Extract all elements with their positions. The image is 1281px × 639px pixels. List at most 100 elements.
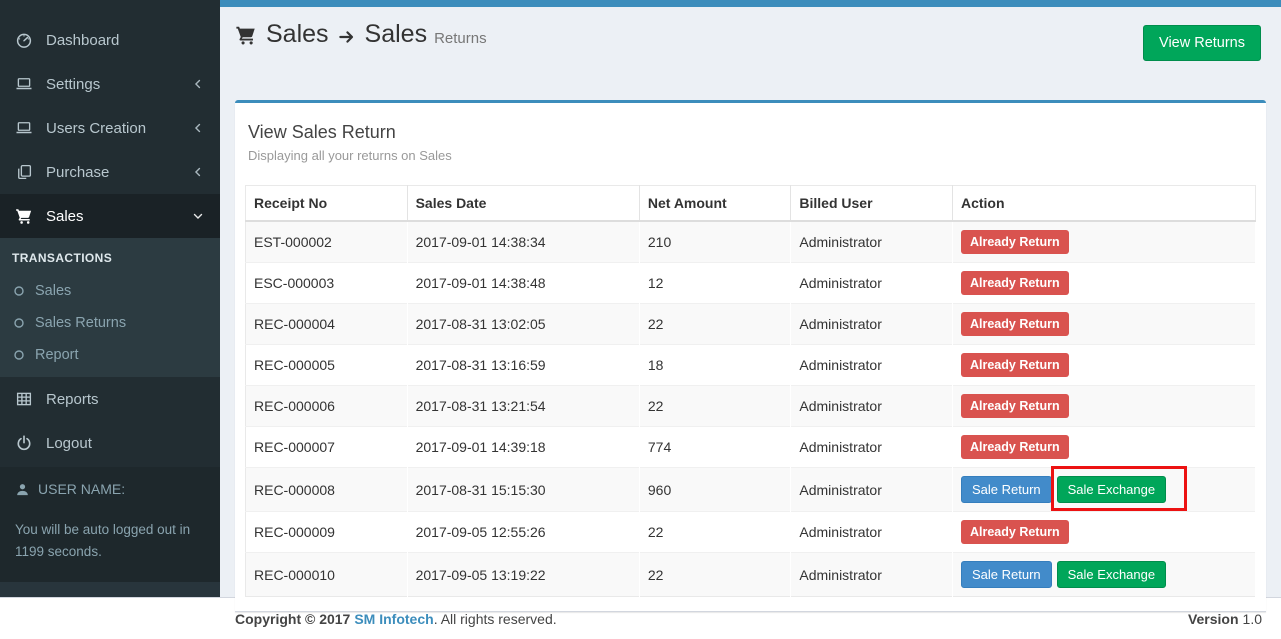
content-header: Sales Sales Returns View Returns xyxy=(220,7,1281,100)
table-row: REC-000008 2017-08-31 15:15:30 960 Administ… xyxy=(245,466,1257,512)
view-returns-button[interactable]: View Returns xyxy=(1143,25,1261,61)
copyright-suffix: . All rights reserved. xyxy=(433,610,557,627)
billed-user-cell: Administrator xyxy=(790,511,953,553)
sidebar-item-sales[interactable]: Sales xyxy=(0,194,220,238)
sidebar-filler xyxy=(0,581,220,597)
breadcrumb-current: Sales xyxy=(364,20,428,48)
sales-date-cell: 2017-08-31 13:02:05 xyxy=(407,303,640,345)
company-link[interactable]: SM Infotech xyxy=(354,610,434,627)
box-header: View Sales Return Displaying all your re… xyxy=(245,113,1256,163)
sidebar-menu: Dashboard Settings xyxy=(0,0,220,465)
main-content: Sales Sales Returns View Returns View Sa… xyxy=(220,0,1281,612)
sales-date-cell: 2017-09-01 14:38:34 xyxy=(407,220,640,263)
billed-user-cell: Administrator xyxy=(790,344,953,386)
action-cell: Already Return xyxy=(952,344,1257,386)
sales-return-box: View Sales Return Displaying all your re… xyxy=(235,100,1266,612)
sidebar-item-settings[interactable]: Settings xyxy=(0,62,220,106)
action-cell: Already Return xyxy=(952,220,1257,263)
sidebar-item-reports[interactable]: Reports xyxy=(0,377,220,421)
auto-logout-note: You will be auto logged out in 1199 seco… xyxy=(15,522,191,560)
box-title: View Sales Return xyxy=(248,122,396,142)
submenu-item-report[interactable]: Report xyxy=(0,339,220,371)
table-row: REC-000006 2017-08-31 13:21:54 22 Administr… xyxy=(245,385,1257,427)
billed-user-cell: Administrator xyxy=(790,385,953,427)
laptop-icon xyxy=(15,119,35,137)
receipt-no-cell: EST-000002 xyxy=(245,220,408,263)
circle-icon xyxy=(13,317,25,329)
action-cell: Already Return xyxy=(952,385,1257,427)
highlighted-action: Sale Exchange xyxy=(1050,466,1188,511)
net-amount-cell: 22 xyxy=(639,552,792,597)
column-header-billed-user: Billed User xyxy=(790,185,953,222)
version-label: Version xyxy=(1187,610,1239,627)
table-row: REC-000010 2017-09-05 13:19:22 22 Administr… xyxy=(245,552,1257,597)
column-header-action: Action xyxy=(952,185,1256,222)
action-cell: Sale Return Sale Exchange xyxy=(952,466,1257,512)
cart-icon xyxy=(235,24,257,46)
box-body: Receipt No Sales Date Net Amount Billed … xyxy=(245,163,1257,601)
net-amount-cell: 12 xyxy=(639,262,792,304)
receipt-no-cell: REC-000009 xyxy=(245,511,408,553)
billed-user-cell: Administrator xyxy=(790,262,953,304)
table-icon xyxy=(15,390,35,408)
chevron-down-icon xyxy=(191,209,205,223)
table-header-row: Receipt No Sales Date Net Amount Billed … xyxy=(245,185,1256,222)
arrow-right-icon xyxy=(337,27,357,47)
user-panel: USER NAME: You will be auto logged out i… xyxy=(0,467,220,582)
table-row: REC-000004 2017-08-31 13:02:05 22 Administr… xyxy=(245,303,1257,345)
sidebar-item-purchase[interactable]: Purchase xyxy=(0,150,220,194)
submenu-header: TRANSACTIONS xyxy=(12,251,113,265)
user-icon xyxy=(15,482,30,497)
already-return-badge: Already Return xyxy=(960,394,1069,418)
action-cell: Already Return xyxy=(952,303,1257,345)
column-header-sales-date: Sales Date xyxy=(407,185,640,222)
submenu-item-label: Report xyxy=(35,347,79,363)
table-row: REC-000005 2017-08-31 13:16:59 18 Administr… xyxy=(245,344,1257,386)
billed-user-cell: Administrator xyxy=(790,552,953,597)
receipt-no-cell: REC-000005 xyxy=(245,344,408,386)
receipt-no-cell: REC-000008 xyxy=(245,467,408,512)
sidebar: Dashboard Settings xyxy=(0,0,220,597)
cart-icon xyxy=(15,207,35,225)
billed-user-cell: Administrator xyxy=(790,220,953,263)
breadcrumb-current-sub: Returns xyxy=(434,30,487,47)
circle-icon xyxy=(13,285,25,297)
sales-date-cell: 2017-08-31 13:21:54 xyxy=(407,385,640,427)
receipt-no-cell: ESC-000003 xyxy=(245,262,408,304)
submenu-item-label: Sales xyxy=(35,283,72,299)
sidebar-item-logout[interactable]: Logout xyxy=(0,421,220,465)
table-row: ESC-000003 2017-09-01 14:38:48 12 Administr… xyxy=(245,262,1257,304)
sales-submenu: TRANSACTIONS Sales Sales Returns xyxy=(0,238,220,377)
net-amount-cell: 210 xyxy=(639,220,792,263)
user-name-label: USER NAME: xyxy=(38,481,126,497)
copy-icon xyxy=(15,163,35,181)
submenu-item-sales[interactable]: Sales xyxy=(0,275,220,307)
sidebar-item-label: Sales xyxy=(46,207,84,225)
copyright-text: Copyright © 2017 SM Infotech. All rights … xyxy=(235,611,557,627)
page: Dashboard Settings xyxy=(0,0,1281,612)
chevron-left-icon xyxy=(191,165,205,179)
sidebar-item-label: Purchase xyxy=(46,163,110,181)
sidebar-item-dashboard[interactable]: Dashboard xyxy=(0,18,220,62)
already-return-badge: Already Return xyxy=(960,271,1069,295)
power-icon xyxy=(15,434,35,452)
dashboard-icon xyxy=(15,31,35,49)
table-row: REC-000009 2017-09-05 12:55:26 22 Administr… xyxy=(245,511,1257,553)
sale-exchange-button[interactable]: Sale Exchange xyxy=(1056,561,1167,588)
sales-date-cell: 2017-09-05 12:55:26 xyxy=(407,511,640,553)
column-header-net-amount: Net Amount xyxy=(639,185,792,222)
submenu-item-sales-returns[interactable]: Sales Returns xyxy=(0,307,220,339)
sale-return-button[interactable]: Sale Return xyxy=(960,476,1052,503)
receipt-no-cell: REC-000006 xyxy=(245,385,408,427)
sale-exchange-button[interactable]: Sale Exchange xyxy=(1056,476,1167,503)
action-cell: Already Return xyxy=(952,511,1257,553)
page-title: Sales Sales Returns xyxy=(235,20,487,49)
breadcrumb-parent: Sales xyxy=(266,20,329,48)
column-header-receipt-no: Receipt No xyxy=(245,185,408,222)
sale-return-button[interactable]: Sale Return xyxy=(960,561,1052,588)
billed-user-cell: Administrator xyxy=(790,467,953,512)
sales-date-cell: 2017-09-01 14:38:48 xyxy=(407,262,640,304)
net-amount-cell: 18 xyxy=(639,344,792,386)
net-amount-cell: 774 xyxy=(639,426,792,468)
sidebar-item-users-creation[interactable]: Users Creation xyxy=(0,106,220,150)
